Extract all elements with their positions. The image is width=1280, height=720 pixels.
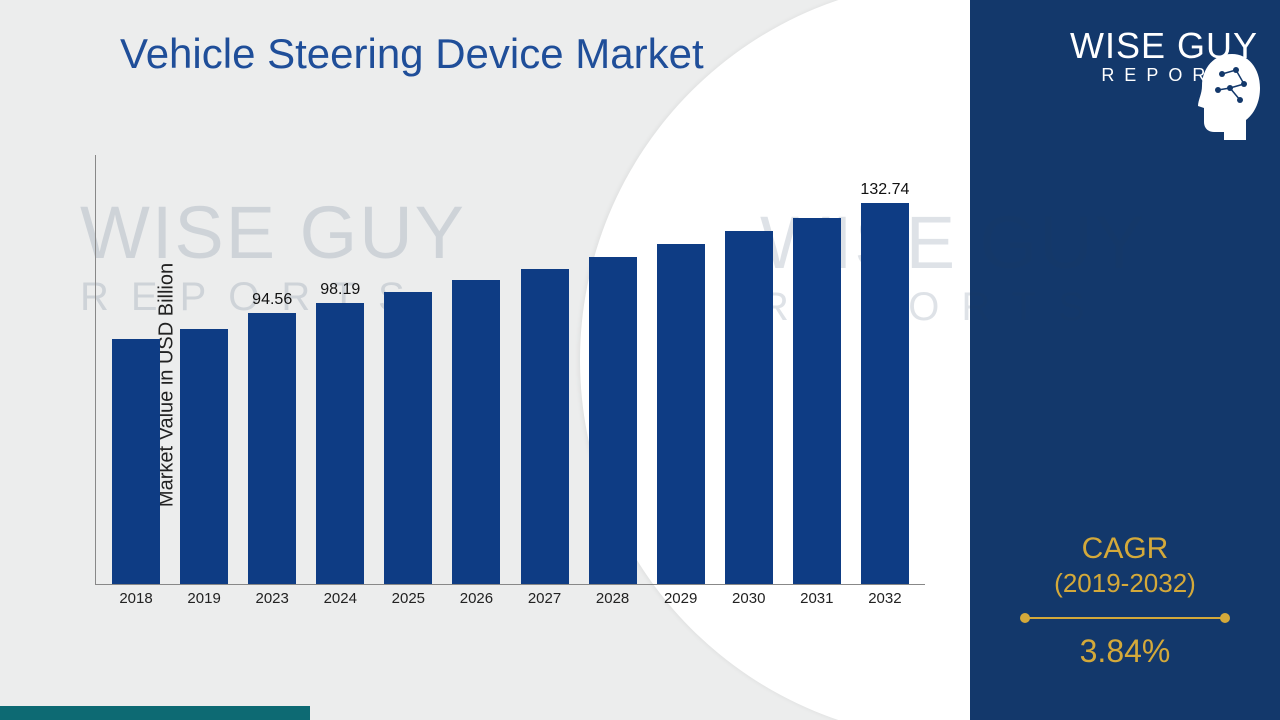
bottom-accent [0,706,310,720]
bar-value-label: 94.56 [252,291,292,309]
bar-wrap: 2030 [715,155,783,584]
cagr-divider [1025,617,1225,619]
bar [112,339,160,584]
bar-wrap: 98.192024 [306,155,374,584]
x-axis-label: 2030 [732,590,765,607]
cagr-period: (2019-2032) [1010,568,1240,599]
cagr-title: CAGR [1010,532,1240,566]
bar-wrap: 2019 [170,155,238,584]
bar [521,269,569,584]
bar-wrap: 2025 [374,155,442,584]
bar [248,313,296,584]
bar-wrap: 132.742032 [851,155,919,584]
cagr-block: CAGR (2019-2032) 3.84% [1010,532,1240,670]
x-axis-label: 2024 [324,590,357,607]
bar-wrap: 2031 [783,155,851,584]
bar-wrap: 2018 [102,155,170,584]
x-axis-label: 2026 [460,590,493,607]
bar [180,329,228,584]
brain-head-icon [1194,50,1264,140]
x-axis-label: 2018 [119,590,152,607]
chart-title: Vehicle Steering Device Market [120,30,704,78]
bar-wrap: 94.562023 [238,155,306,584]
stage: WISE GUY REPORTS WISE GUY REPORTS Vehicl… [0,0,1280,720]
bar [316,303,364,584]
x-axis-label: 2025 [392,590,425,607]
bar-chart: Market Value in USD Billion 2018201994.5… [55,155,925,615]
bars-container: 2018201994.56202398.19202420252026202720… [96,155,925,584]
x-axis-label: 2027 [528,590,561,607]
x-axis-label: 2019 [187,590,220,607]
bar [657,244,705,584]
bar-wrap: 2029 [647,155,715,584]
bar [861,203,909,584]
plot-area: 2018201994.56202398.19202420252026202720… [95,155,925,585]
bar [452,280,500,584]
x-axis-label: 2031 [800,590,833,607]
brand-logo: WISE GUY REPORTS [1070,28,1258,84]
x-axis-label: 2032 [868,590,901,607]
cagr-value: 3.84% [1010,633,1240,670]
bar-wrap: 2026 [442,155,510,584]
bar-value-label: 98.19 [320,281,360,299]
bar-wrap: 2027 [510,155,578,584]
bar [793,218,841,584]
bar [589,257,637,584]
x-axis-label: 2023 [256,590,289,607]
x-axis-label: 2029 [664,590,697,607]
bar [725,231,773,584]
x-axis-label: 2028 [596,590,629,607]
bar-wrap: 2028 [579,155,647,584]
bar-value-label: 132.74 [860,181,909,199]
bar [384,292,432,584]
